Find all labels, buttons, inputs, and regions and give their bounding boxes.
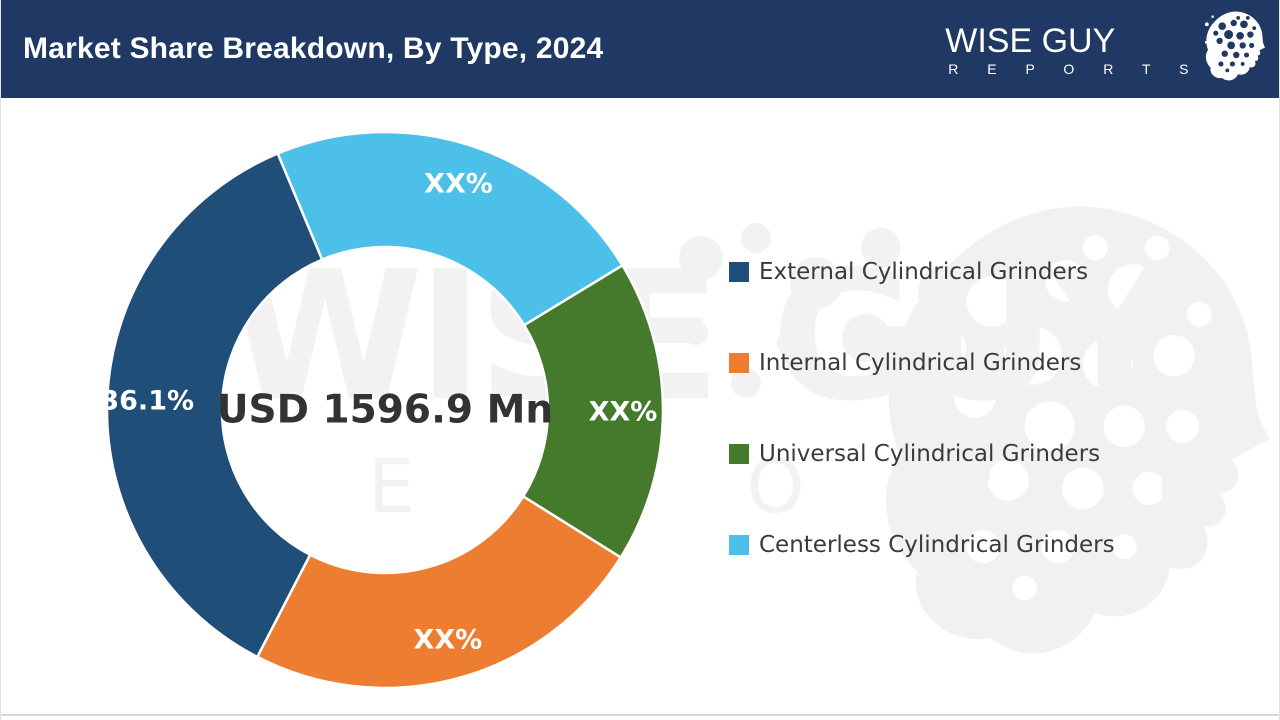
page-title: Market Share Breakdown, By Type, 2024	[23, 32, 604, 65]
donut-segment	[521, 264, 665, 559]
wiseguy-face-icon	[1204, 11, 1266, 81]
slice-label: 36.1%	[100, 385, 194, 416]
legend-item-universal: Universal Cylindrical Grinders	[729, 440, 1115, 468]
header-bar: Market Share Breakdown, By Type, 2024 WI…	[1, 0, 1279, 98]
legend-label-internal: Internal Cylindrical Grinders	[759, 350, 1082, 376]
legend-swatch-external	[729, 262, 749, 282]
logo-wordmark: WISE GUY	[945, 21, 1116, 60]
legend-label-centerless: Centerless Cylindrical Grinders	[759, 532, 1115, 558]
donut-chart: XX% XX% XX% 36.1%	[100, 130, 665, 690]
chart-center-value: USD 1596.9 Mn	[216, 387, 554, 433]
wiseguy-logo: WISE GUY R E P O R T S	[945, 8, 1267, 86]
legend-swatch-centerless	[729, 535, 749, 555]
legend-item-external: External Cylindrical Grinders	[729, 258, 1115, 286]
slice-label: XX%	[414, 625, 483, 656]
watermark-wordmark: WISE GUY	[227, 233, 1179, 440]
legend-swatch-internal	[729, 353, 749, 373]
legend-item-internal: Internal Cylindrical Grinders	[729, 349, 1115, 377]
watermark-subtitle: R E P O R T S	[173, 444, 1279, 530]
donut-segment	[105, 152, 324, 659]
legend-label-external: External Cylindrical Grinders	[759, 259, 1089, 285]
donut-segment	[276, 130, 624, 327]
watermark-layer: WISE GUY R E P O R T S	[1, 98, 1279, 718]
slice-label: XX%	[589, 396, 658, 427]
legend-swatch-universal	[729, 444, 749, 464]
watermark-face-icon	[679, 206, 1270, 654]
logo-subtitle: R E P O R T S	[948, 61, 1201, 78]
bottom-divider	[1, 714, 1279, 716]
slice-label: XX%	[424, 169, 493, 200]
chart-legend: External Cylindrical Grinders Internal C…	[729, 258, 1115, 559]
legend-label-universal: Universal Cylindrical Grinders	[759, 441, 1101, 467]
legend-item-centerless: Centerless Cylindrical Grinders	[729, 531, 1115, 559]
donut-segment	[256, 495, 622, 690]
wiseguy-logo-text: WISE GUY R E P O R T S	[945, 21, 1201, 78]
